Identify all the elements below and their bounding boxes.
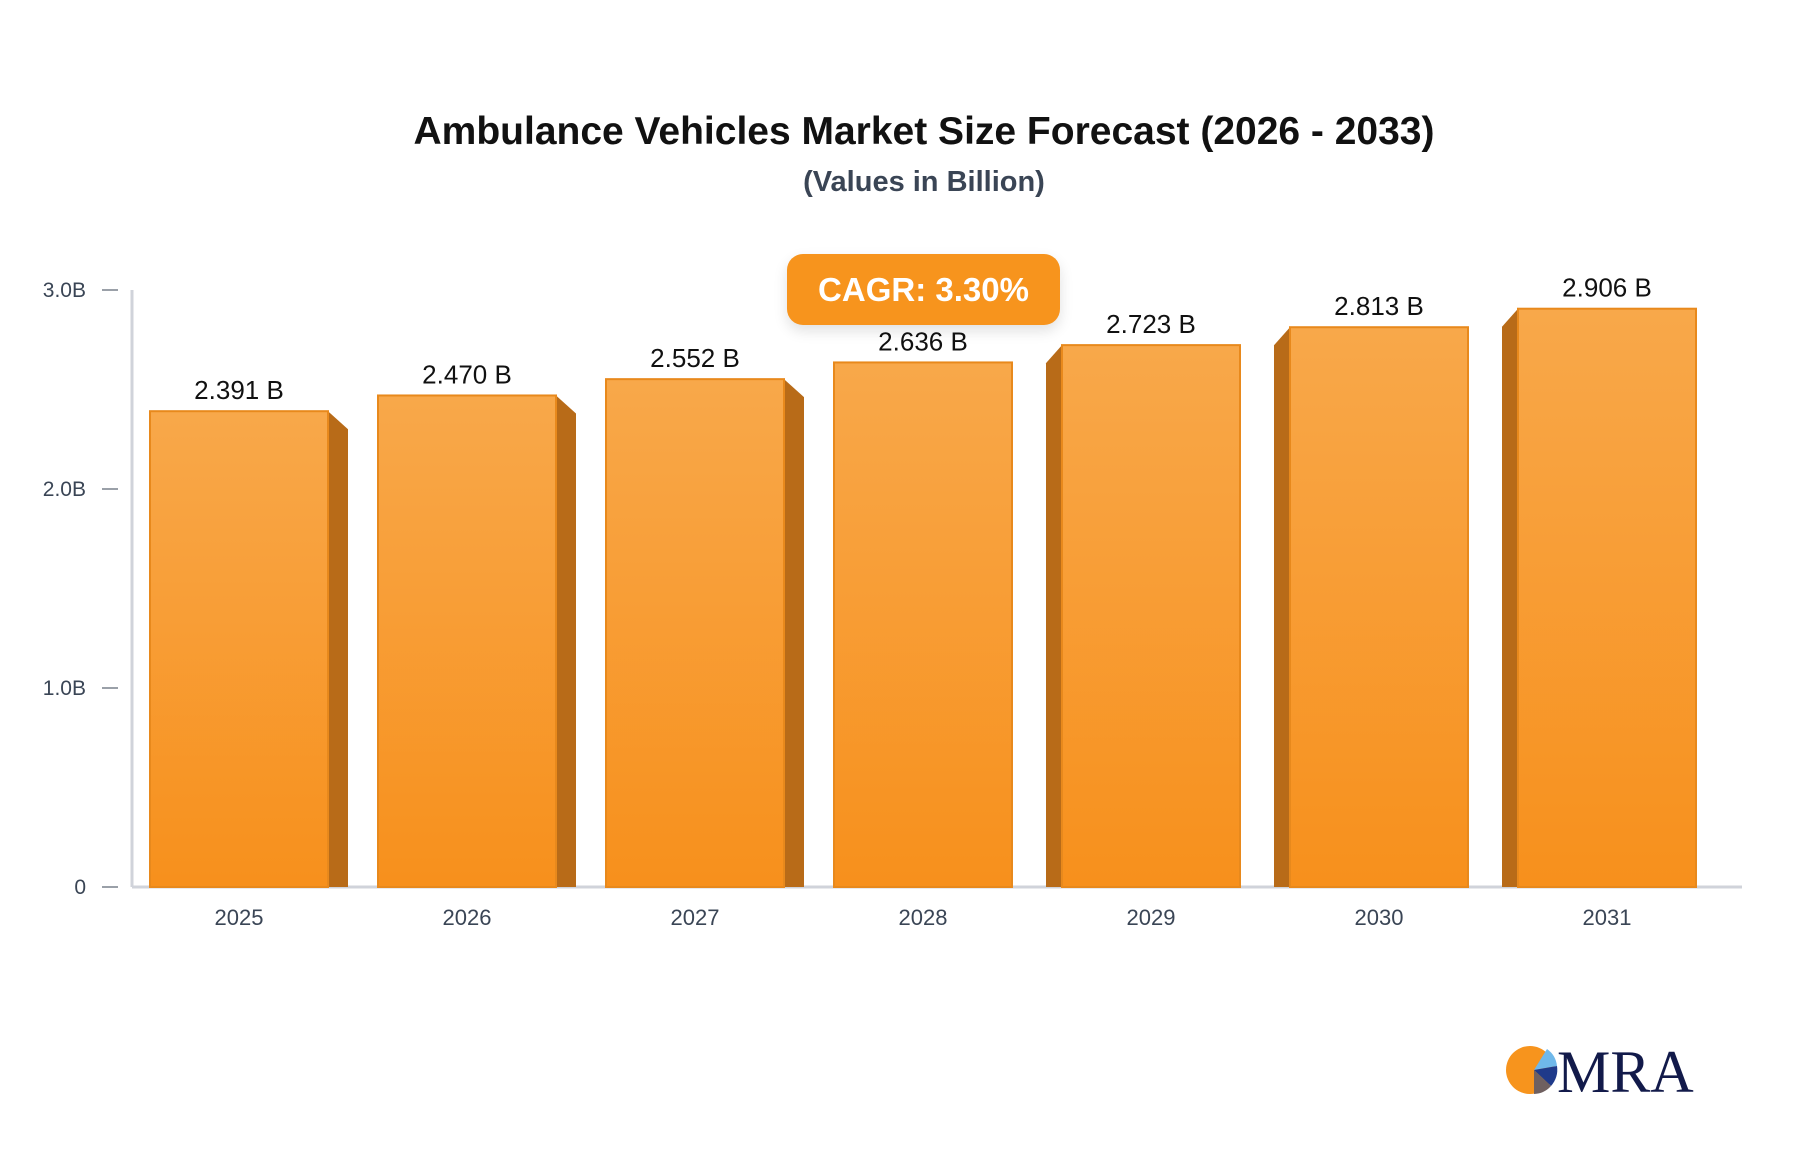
data-label: 2.723 B [1106, 309, 1196, 339]
x-tick-label: 2029 [1127, 905, 1176, 930]
logo-pie-icon: MRA [1506, 1040, 1694, 1100]
data-label: 2.391 B [194, 375, 284, 405]
bar-side [328, 411, 348, 887]
data-label: 2.470 B [422, 359, 512, 389]
bar [1517, 307, 1697, 888]
bar-side [1502, 308, 1518, 887]
x-tick-label: 2028 [899, 905, 948, 930]
bar [377, 394, 557, 888]
data-label: 2.906 B [1562, 273, 1652, 303]
y-tick-label: 0 [74, 876, 86, 899]
bar [833, 361, 1013, 889]
data-label: 2.813 B [1334, 291, 1424, 321]
x-tick-label: 2026 [443, 905, 492, 930]
chart-subtitle: (Values in Billion) [803, 166, 1045, 198]
bar-side [1046, 345, 1062, 887]
x-tick-label: 2027 [671, 905, 720, 930]
y-tick-label: 2.0B [43, 478, 86, 501]
x-tick-label: 2030 [1355, 905, 1404, 930]
y-tick-label: 1.0B [43, 677, 86, 700]
data-label: 2.552 B [650, 343, 740, 373]
bar [1061, 344, 1241, 888]
bar-side [1274, 327, 1290, 887]
x-tick-label: 2025 [215, 905, 264, 930]
data-label: 2.636 B [878, 326, 968, 356]
chart-title: Ambulance Vehicles Market Size Forecast … [413, 110, 1435, 153]
bar [149, 410, 329, 888]
bar-side [784, 379, 804, 887]
cagr-badge: CAGR: 3.30% [787, 254, 1060, 325]
y-tick-label: 3.0B [43, 279, 86, 302]
mra-logo: MRA [1505, 1040, 1695, 1100]
bar-side [556, 395, 576, 887]
x-tick-label: 2031 [1583, 905, 1632, 930]
bar [1289, 326, 1469, 888]
bar [605, 378, 785, 888]
logo-text: MRA [1557, 1040, 1694, 1100]
